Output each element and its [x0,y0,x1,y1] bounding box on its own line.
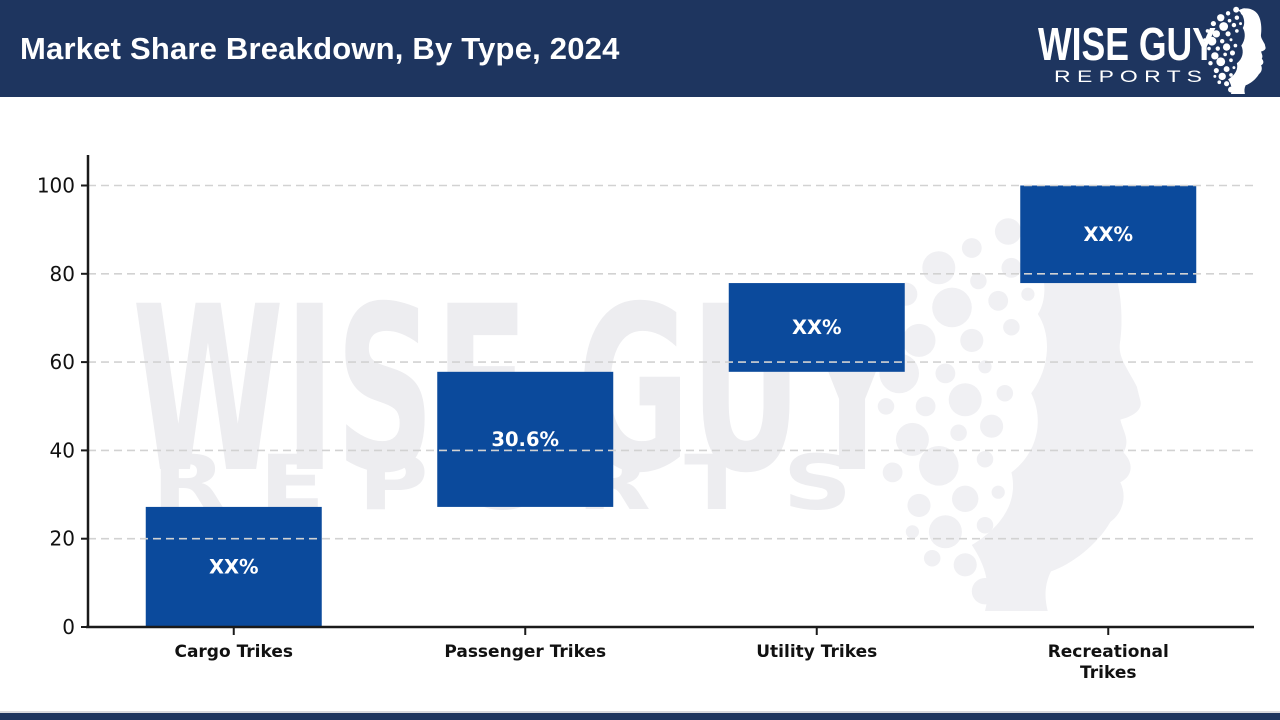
bar-value-label: XX% [1083,223,1133,246]
bar-value-label: XX% [209,555,259,578]
wise-guy-logo: WISE GUY R E P O R T S [1038,6,1266,94]
footer-bar [0,713,1280,720]
bar-cargo-trikes [145,506,322,627]
bar-series [145,185,1197,627]
y-tick-label: 0 [62,615,75,639]
axes [81,155,1254,635]
bar-passenger-trikes [437,371,614,507]
logo-text-sub: R E P O R T S [1054,67,1202,86]
x-category-label: Recreational Trikes [1048,642,1169,683]
bar-value-label: 30.6% [491,428,559,451]
y-tick-label: 40 [50,438,75,462]
bar-value-labels: XX% 30.6% XX% XX% [209,223,1133,579]
footer-seam-line [0,711,1280,713]
page-title: Market Share Breakdown, By Type, 2024 [20,30,620,66]
x-category-label: Cargo Trikes [174,642,293,662]
logo-text-main: WISE GUY [1038,18,1216,70]
y-tick-label: 100 [37,174,75,198]
bar-value-label: XX% [792,316,842,339]
x-category-label: Passenger Trikes [444,642,606,662]
bar-recreational-trikes [1020,185,1197,284]
x-category-label: Utility Trikes [756,642,877,662]
x-axis-labels: Cargo Trikes Passenger Trikes Utility Trik… [174,642,1168,683]
y-tick-label: 20 [50,527,75,551]
header-bar: Market Share Breakdown, By Type, 2024 [0,0,1280,97]
y-tick-label: 80 [50,262,75,286]
bar-utility-trikes [728,283,905,372]
y-axis-labels: 0 20 40 60 80 100 [37,174,75,640]
y-tick-label: 60 [50,350,75,374]
